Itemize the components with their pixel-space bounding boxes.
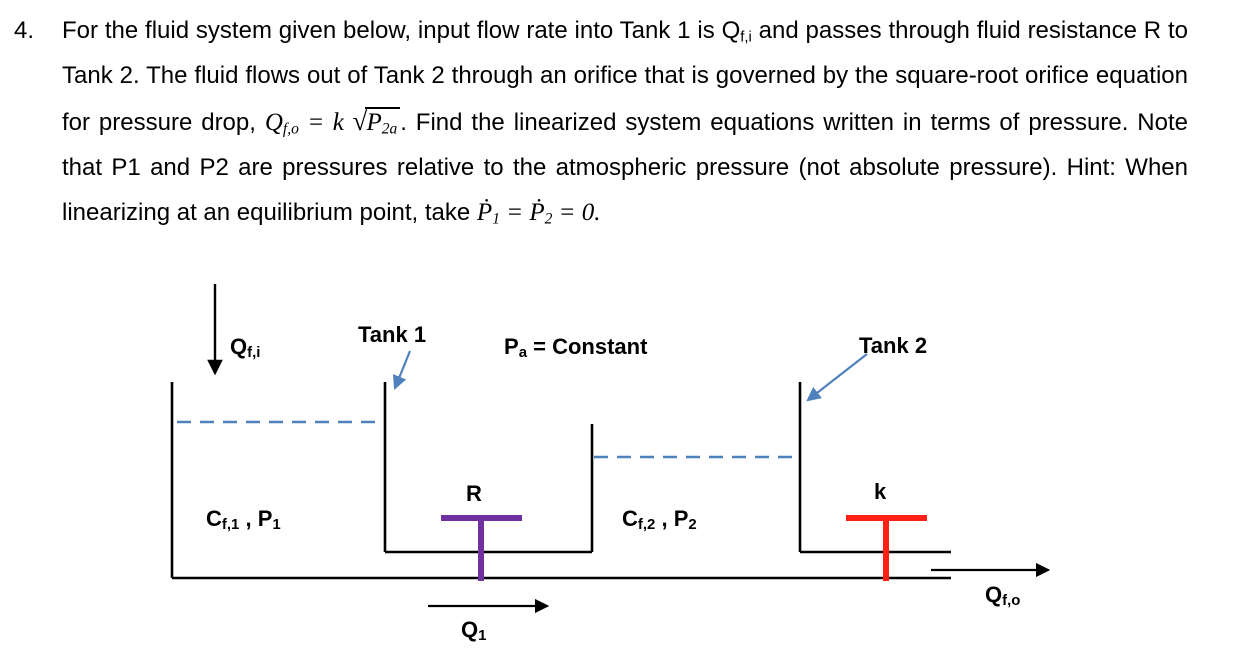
label-P2-sub: 2 [688,515,697,533]
label-Pa-sub: a [518,343,528,361]
eq1-lhs-sub: f,o [282,120,299,138]
problem-number: 4. [14,17,35,44]
eq2-equals-a: = [499,199,530,226]
label-Q1: Q1 [461,617,486,643]
resistance-R-valve [441,515,522,581]
label-Qfo-sub: f,o [1002,591,1021,609]
label-Qfo: Qf,o [985,582,1020,608]
label-tank1: Tank 1 [358,322,427,347]
label-P1-sub: 1 [272,515,281,533]
problem-statement: 4. For the fluid system given below, inp… [14,8,1188,235]
label-Qfo-base: Q [985,582,1003,607]
text-segment-1: For the fluid system given below, input … [62,17,722,44]
label-Cf2-sub: f,2 [637,515,656,533]
hint-equation: Ṗ1 = Ṗ2 = 0. [476,199,601,228]
label-P1-base: P [257,506,273,531]
label-Pa-rest: = Constant [527,334,648,359]
orifice-k-valve [846,515,927,581]
label-Qfi-base: Q [230,334,248,359]
eq1-rad-sub: 2a [381,120,398,138]
label-Qfi-sub: f,i [247,343,261,361]
tank2-pointer-arrow [806,353,868,402]
tank-structure [170,382,951,580]
label-Pa-base: P [504,334,519,359]
eq2-P1dot: Ṗ [476,199,493,226]
eq2-P2dot: Ṗ [529,199,545,226]
radical-sign: √ [352,105,368,136]
label-Qfi: Qf,i [230,334,260,360]
var-Qfi-sub: f,i [740,29,752,46]
label-k: k [874,479,887,504]
problem-text: For the fluid system given below, input … [62,8,1188,235]
label-Q1-sub: 1 [478,626,487,644]
var-Qfi-base: Q [721,17,741,44]
label-P2-base: P [673,506,689,531]
label-tank2: Tank 2 [859,333,928,358]
eq1-lhs: Q [264,109,283,136]
label-Cf1-comma: , [239,506,258,531]
var-Qfi: Qf,i [721,17,752,46]
label-Cf2-base: C [622,506,638,531]
label-Pa-constant: Pa = Constant [504,334,647,360]
eq2-P2-sub: 2 [544,210,553,228]
text-segment-2: and passes through fluid resistance R to… [62,17,1188,136]
eq2-P1-sub: 1 [492,210,500,228]
label-Q1-base: Q [461,617,479,642]
label-Cf1-P1: Cf,1 , P1 [206,506,281,532]
label-Cf1-base: C [206,506,222,531]
eq1-equals: = [298,109,333,136]
eq1-coefficient: k [332,109,353,136]
tank1-pointer-arrow [392,350,412,390]
label-Cf2-P2: Cf,2 , P2 [622,506,697,532]
eq1-rad-base: P [366,109,382,136]
label-Cf2-comma: , [655,506,674,531]
orifice-equation: Qf,o = k √P2a [264,105,401,138]
text-segment-3: . Find the linearized system equations w… [62,109,1188,226]
label-R: R [466,481,482,506]
radicand: P2a [365,107,401,138]
label-Cf1-sub: f,1 [221,515,240,533]
eq2-equals-b: = 0. [552,199,601,226]
